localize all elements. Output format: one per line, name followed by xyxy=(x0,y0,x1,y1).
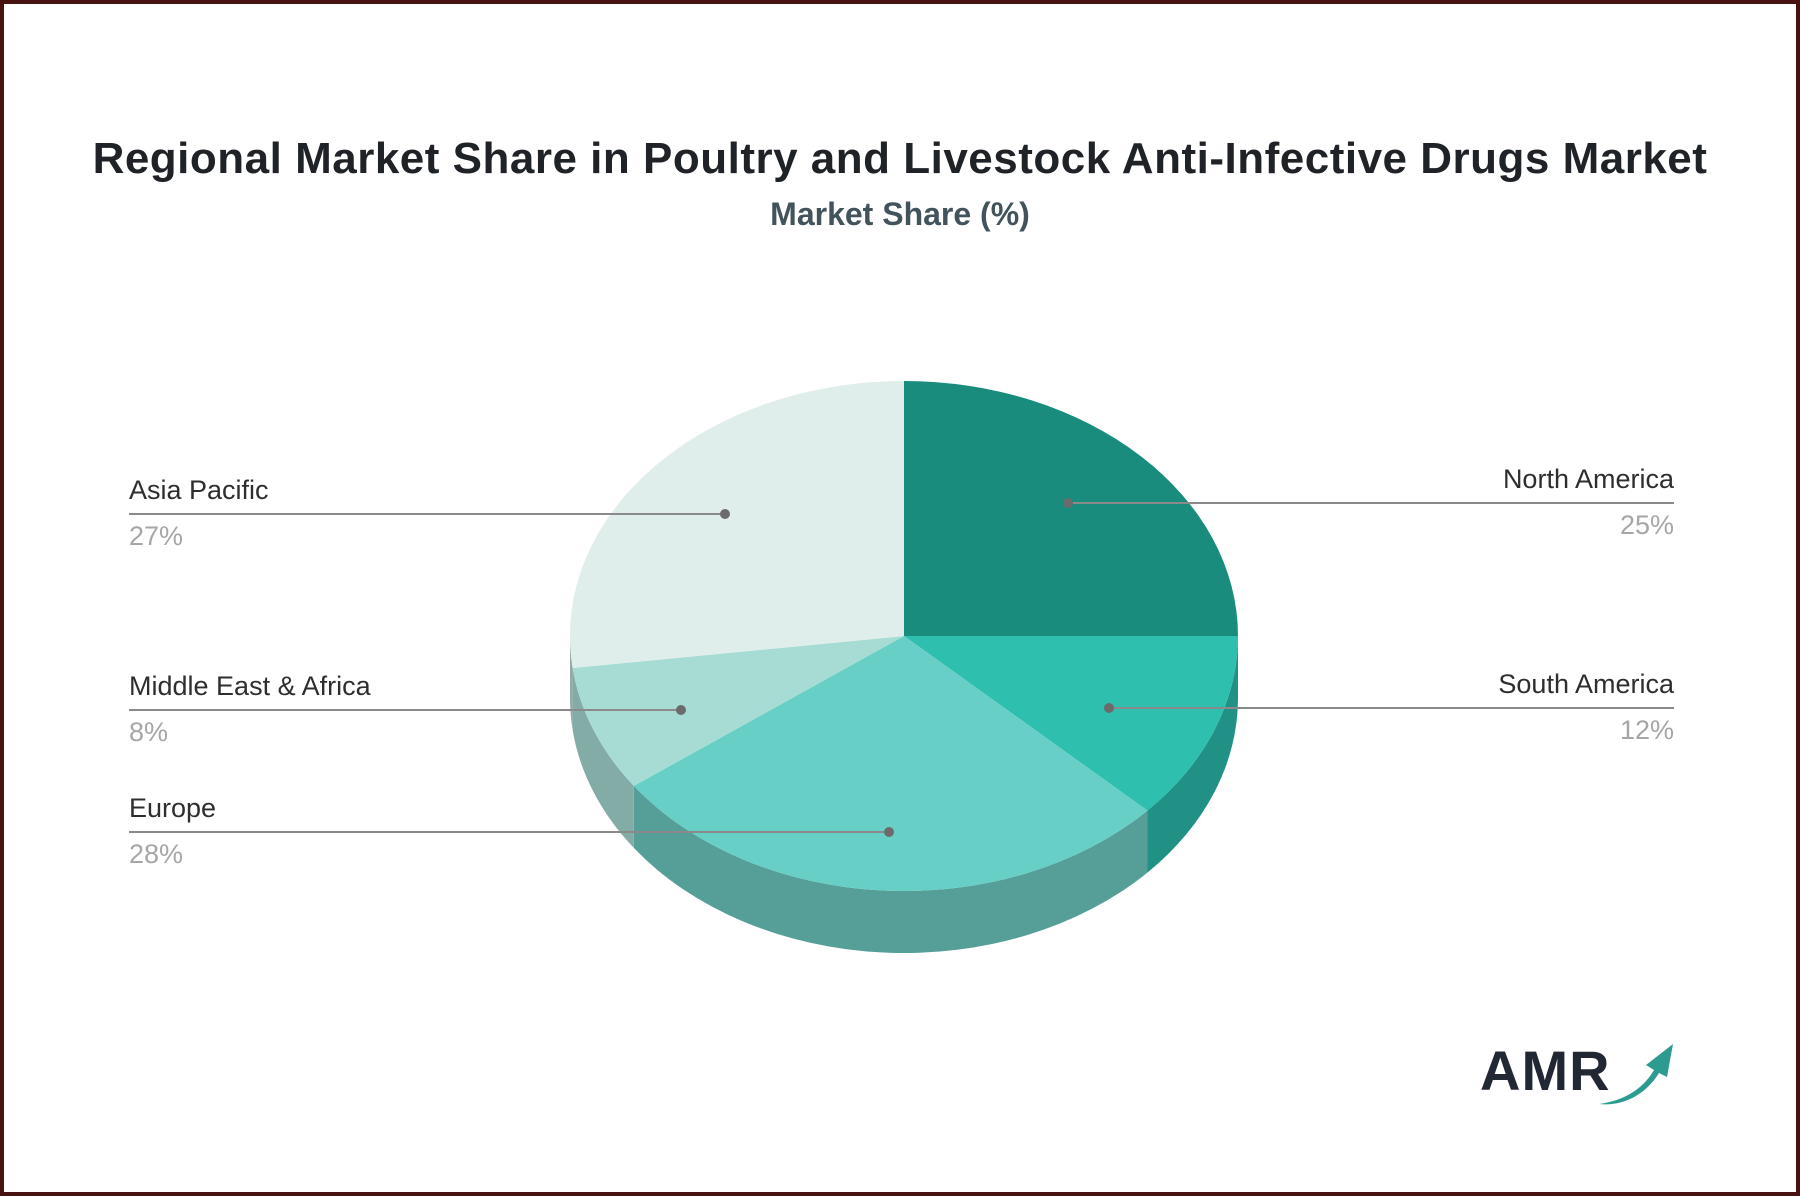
logo-arrow-icon xyxy=(1598,1044,1673,1105)
callout-dot xyxy=(884,827,894,837)
chart-title: Regional Market Share in Poultry and Liv… xyxy=(92,134,1708,183)
pie-slice-side-middle-east-africa xyxy=(572,667,634,848)
callout-dot xyxy=(1104,703,1114,713)
slice-label: Asia Pacific xyxy=(129,475,269,505)
logo-text: AMR xyxy=(1480,1039,1611,1102)
pie-chart-3d xyxy=(569,381,1238,954)
pie-slice-europe xyxy=(633,636,1148,892)
slice-value: 27% xyxy=(129,521,184,551)
chart-subtitle: Market Share (%) xyxy=(770,196,1030,232)
slice-value: 25% xyxy=(1619,510,1674,540)
callout-line xyxy=(129,705,686,715)
callout-middle-east-africa: Middle East & Africa 8% xyxy=(129,671,686,748)
slice-label: Middle East & Africa xyxy=(129,671,371,701)
callout-south-america: South America 12% xyxy=(1104,669,1674,746)
callout-line xyxy=(1104,703,1674,713)
amr-logo: AMR xyxy=(1480,1040,1677,1110)
callout-dot xyxy=(720,509,730,519)
callout-dot xyxy=(676,705,686,715)
pie-slice-asia-pacific xyxy=(569,381,904,668)
pie-slice-side-asia-pacific xyxy=(570,636,573,730)
callout-north-america: North America 25% xyxy=(1063,464,1674,541)
callout-line xyxy=(1063,498,1674,508)
slice-value: 28% xyxy=(129,839,184,869)
pie-slice-middle-east-africa xyxy=(572,636,904,786)
callout-line xyxy=(129,827,894,837)
pie-slice-side-europe xyxy=(633,785,1148,954)
pie-slice-south-america xyxy=(904,636,1238,811)
slice-label: North America xyxy=(1502,464,1674,494)
callout-asia-pacific: Asia Pacific 27% xyxy=(129,475,730,552)
slice-label: South America xyxy=(1498,669,1674,699)
pie-slice-side-south-america xyxy=(1147,636,1238,873)
slice-label: Europe xyxy=(129,793,217,823)
slice-value: 12% xyxy=(1619,715,1674,745)
callout-europe: Europe 28% xyxy=(129,793,894,870)
slice-value: 8% xyxy=(129,717,169,747)
callout-line xyxy=(129,509,730,519)
callout-dot xyxy=(1063,498,1073,508)
pie-slice-north-america xyxy=(904,381,1238,636)
